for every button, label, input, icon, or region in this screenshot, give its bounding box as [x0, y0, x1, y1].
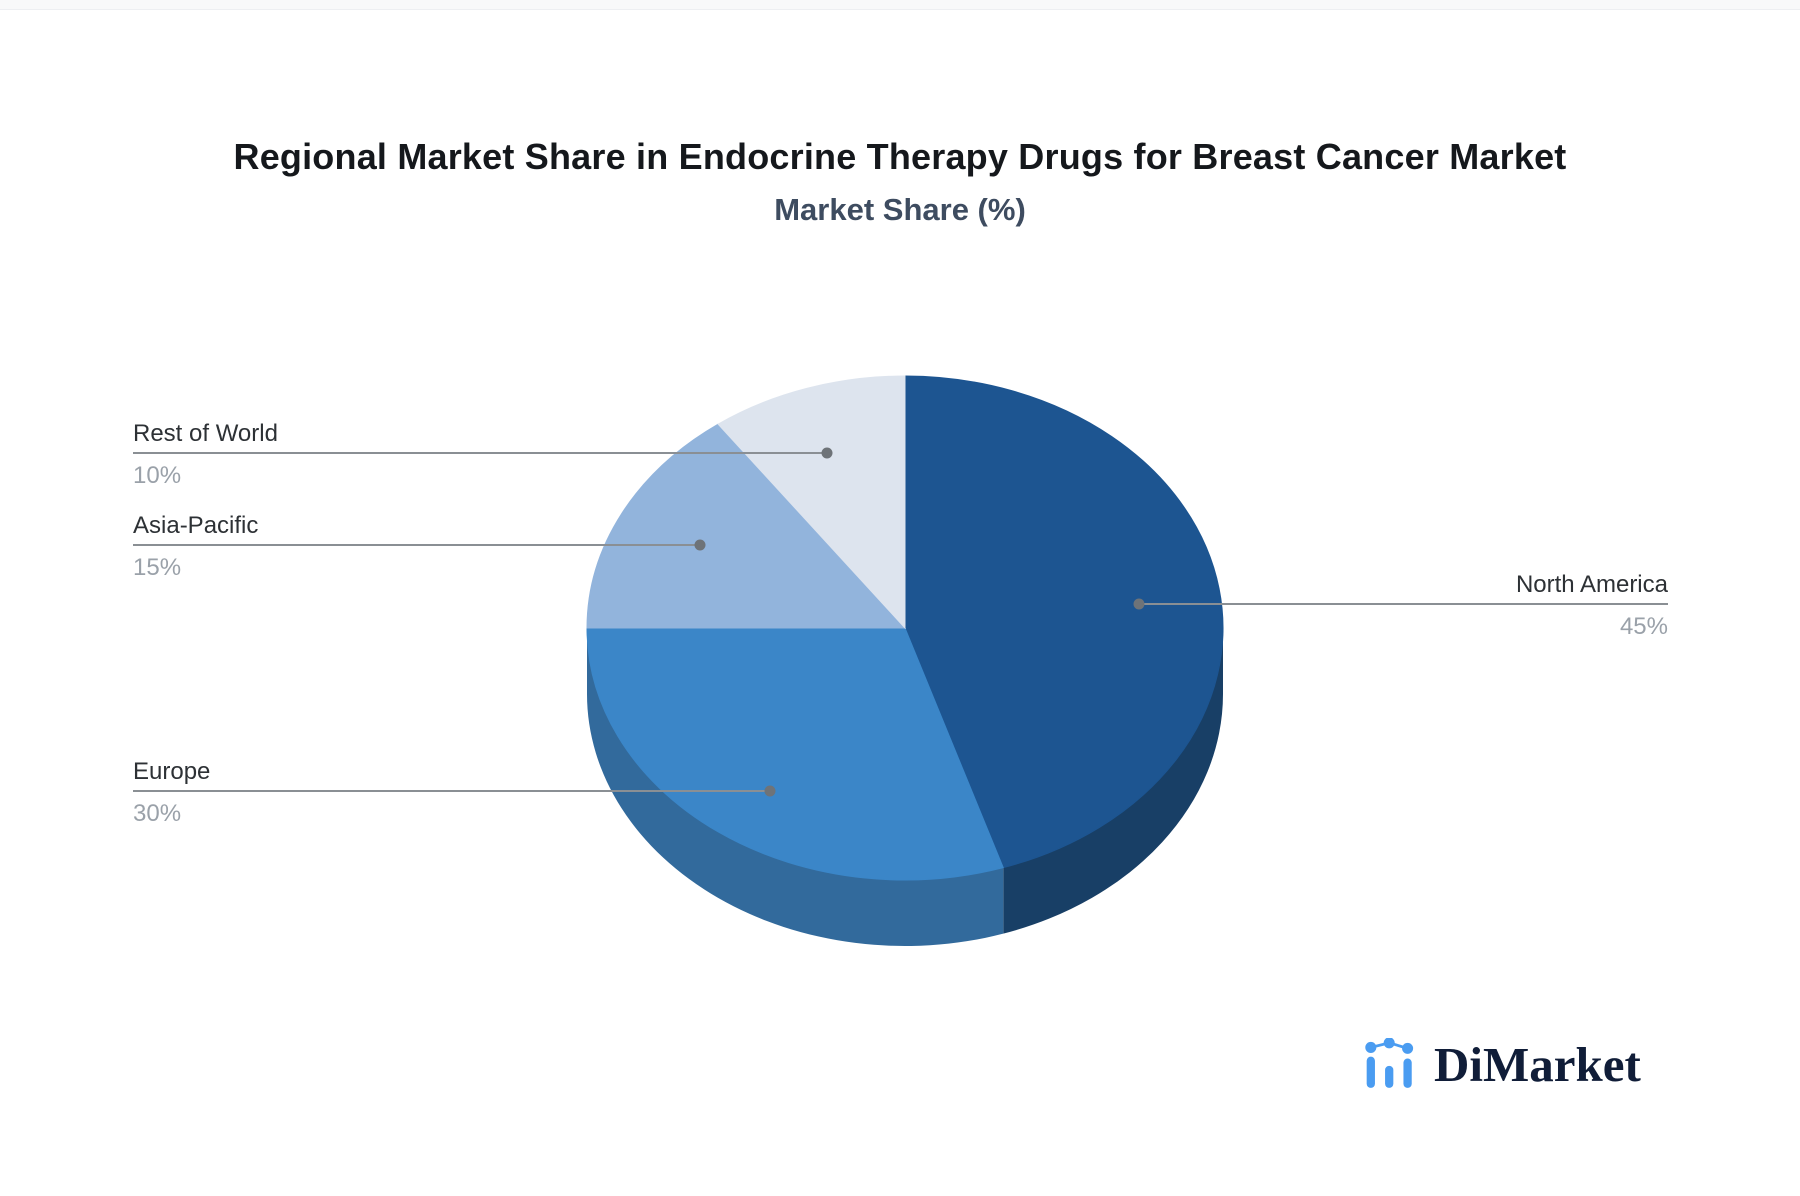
slice-percent: 30%: [133, 800, 182, 827]
pie-slice: [717, 375, 906, 630]
leader-dot: [764, 785, 776, 797]
pie-slice: [904, 375, 1224, 869]
chart-subtitle: Market Share (%): [774, 192, 1026, 227]
slice-percent: 45%: [1619, 613, 1668, 640]
label-asia-pacific: Asia-Pacific 15%: [133, 511, 258, 582]
label-north-america: North America 45%: [1516, 570, 1668, 641]
pie-slice: [586, 627, 1004, 881]
slice-percent: 10%: [133, 462, 182, 489]
leader-dot: [694, 539, 706, 551]
slice-name: Europe: [133, 758, 211, 785]
pie-rim: [586, 628, 1004, 946]
bar-chart-icon: [1365, 1038, 1414, 1088]
leader-dot: [1133, 598, 1145, 610]
slice-name: Rest of World: [133, 420, 278, 447]
leader-dot: [821, 447, 833, 459]
label-europe: Europe 30%: [133, 757, 210, 828]
pie-slice: [586, 423, 907, 629]
logo-text: DiMarket: [1434, 1036, 1641, 1092]
top-strip: [0, 0, 1800, 10]
slice-name: North America: [1515, 571, 1668, 598]
slice-name: Asia-Pacific: [133, 512, 259, 539]
dimarket-logo: DiMarket: [1363, 1038, 1641, 1090]
pie-rim: [1003, 628, 1223, 934]
chart-title: Regional Market Share in Endocrine Thera…: [233, 136, 1567, 177]
slice-percent: 15%: [133, 554, 182, 581]
label-rest-of-world: Rest of World 10%: [133, 419, 278, 490]
